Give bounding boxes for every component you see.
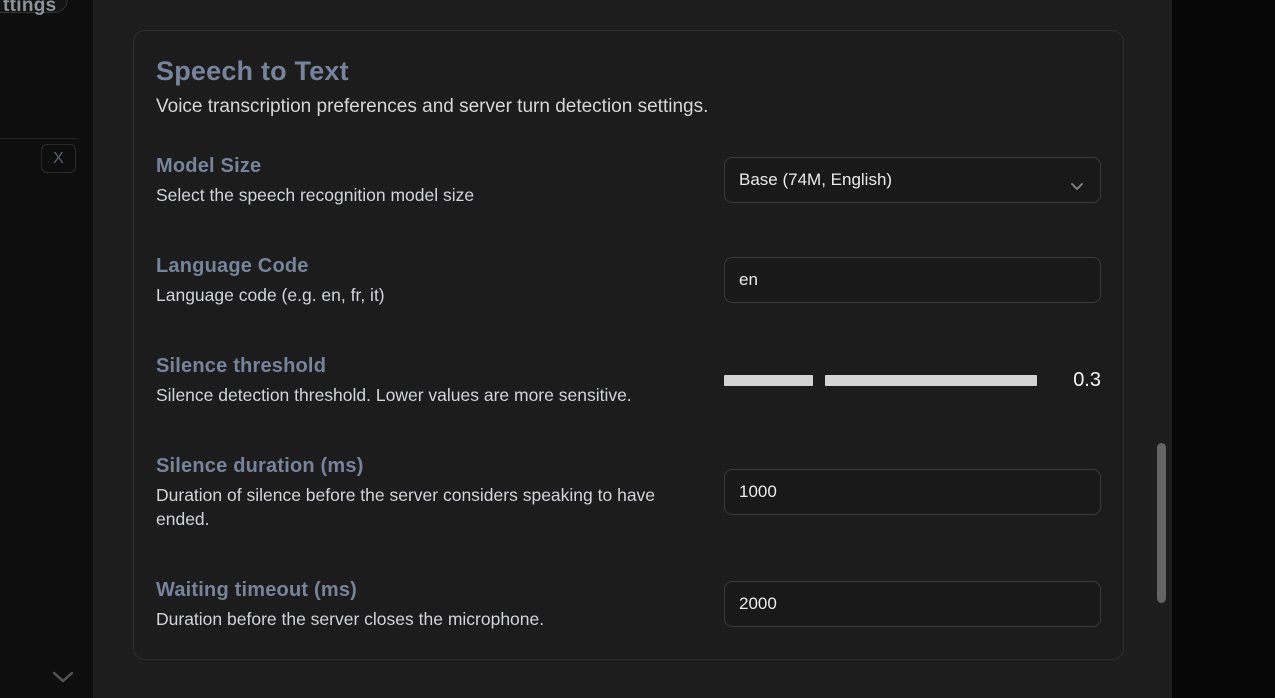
model-size-description: Select the speech recognition model size [156,185,475,205]
setting-control [724,469,1101,515]
setting-control: Base (74M, English) [724,157,1101,203]
close-button[interactable]: X [41,144,76,173]
setting-control [724,257,1101,303]
silence-duration-label: Silence duration (ms) [156,455,364,477]
setting-text: Silence threshold Silence detection thre… [156,353,724,407]
page-title: Speech to Text [156,56,349,86]
waiting-timeout-description: Duration before the server closes the mi… [156,609,545,629]
chevron-down-icon [1070,176,1084,190]
setting-row-silence-duration: Silence duration (ms) Duration of silenc… [156,453,1101,531]
settings-tab-label: ttings [3,0,57,16]
model-size-selected-value: Base (74M, English) [739,170,893,189]
setting-text: Silence duration (ms) Duration of silenc… [156,453,724,531]
model-size-label: Model Size [156,155,262,177]
waiting-timeout-input[interactable] [724,581,1101,627]
language-code-input[interactable] [724,257,1101,303]
settings-tab[interactable]: ttings [0,0,68,16]
sidebar-divider [0,138,77,139]
silence-duration-description: Duration of silence before the server co… [156,485,656,529]
silence-threshold-value: 0.3 [1073,368,1101,391]
setting-text: Waiting timeout (ms) Duration before the… [156,577,724,631]
page-subtitle: Voice transcription preferences and serv… [156,96,709,117]
slider-rest [825,374,1037,386]
silence-threshold-slider[interactable] [724,374,1037,386]
main-content-area: Speech to Text Voice transcription prefe… [93,0,1172,698]
silence-threshold-slider-wrap: 0.3 [724,369,1101,392]
setting-row-waiting-timeout: Waiting timeout (ms) Duration before the… [156,577,1101,631]
language-code-description: Language code (e.g. en, fr, it) [156,285,385,305]
setting-text: Model Size Select the speech recognition… [156,153,724,207]
waiting-timeout-label: Waiting timeout (ms) [156,579,358,601]
silence-duration-input[interactable] [724,469,1101,515]
speech-to-text-panel: Speech to Text Voice transcription prefe… [133,30,1124,660]
model-size-select[interactable]: Base (74M, English) [724,157,1101,203]
setting-row-language-code: Language Code Language code (e.g. en, fr… [156,253,1101,307]
setting-text: Language Code Language code (e.g. en, fr… [156,253,724,307]
setting-row-silence-threshold: Silence threshold Silence detection thre… [156,353,1101,407]
setting-row-model-size: Model Size Select the speech recognition… [156,153,1101,207]
chevron-down-icon[interactable] [51,668,75,686]
vertical-scrollbar-thumb[interactable] [1157,443,1166,603]
slider-fill [724,374,814,386]
silence-threshold-description: Silence detection threshold. Lower value… [156,385,632,405]
language-code-label: Language Code [156,255,309,277]
setting-control: 0.3 [724,369,1101,392]
left-sidebar: ttings X [0,0,93,698]
close-button-label: X [53,149,64,167]
silence-threshold-label: Silence threshold [156,355,327,377]
setting-control [724,581,1101,627]
